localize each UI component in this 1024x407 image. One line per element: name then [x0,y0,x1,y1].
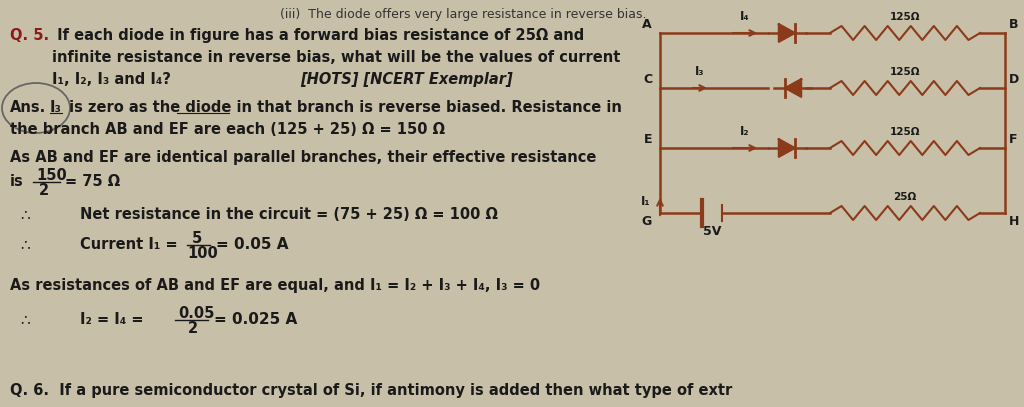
Text: 5: 5 [193,231,203,246]
Text: E: E [643,133,652,146]
Polygon shape [779,139,795,157]
Text: D: D [1009,73,1019,86]
Text: Net resistance in the circuit = (75 + 25) Ω = 100 Ω: Net resistance in the circuit = (75 + 25… [80,207,498,222]
Text: C: C [643,73,652,86]
Text: Q. 5.: Q. 5. [10,28,49,43]
Text: 5V: 5V [702,225,721,238]
Text: ∴: ∴ [20,237,30,252]
Text: Ans.: Ans. [10,100,46,115]
Text: 0.05: 0.05 [178,306,214,321]
Text: 2: 2 [39,183,49,198]
Text: H: H [1009,215,1019,228]
Text: 100: 100 [187,246,218,261]
Text: = 0.025 A: = 0.025 A [214,312,297,327]
Text: = 0.05 A: = 0.05 A [216,237,289,252]
Text: F: F [1009,133,1018,146]
Text: I₁: I₁ [640,195,650,208]
Text: G: G [642,215,652,228]
Text: 2: 2 [188,321,198,336]
Text: ∴: ∴ [20,207,30,222]
Text: 125Ω: 125Ω [890,127,921,137]
Text: I₂: I₂ [740,125,750,138]
Text: I₃: I₃ [50,100,61,115]
Text: = 75 Ω: = 75 Ω [65,174,120,189]
Text: (iii)  The diode offers very large resistance in reverse bias.: (iii) The diode offers very large resist… [280,8,646,21]
Text: 125Ω: 125Ω [890,12,921,22]
Polygon shape [785,79,801,97]
Text: I₂ = I₄ =: I₂ = I₄ = [80,312,143,327]
Text: I₃: I₃ [695,65,705,78]
Text: B: B [1009,18,1019,31]
Text: If each diode in figure has a forward bias resistance of 25Ω and: If each diode in figure has a forward bi… [52,28,585,43]
Text: 125Ω: 125Ω [890,67,921,77]
Text: is zero as the diode in that branch is reverse biased. Resistance in: is zero as the diode in that branch is r… [63,100,622,115]
Text: I₁, I₂, I₃ and I₄?: I₁, I₂, I₃ and I₄? [52,72,171,87]
Text: A: A [642,18,652,31]
Text: the branch AB and EF are each (125 + 25) Ω = 150 Ω: the branch AB and EF are each (125 + 25)… [10,122,445,137]
Text: 25Ω: 25Ω [893,192,916,202]
Text: ∴: ∴ [20,312,30,327]
Text: As resistances of AB and EF are equal, and I₁ = I₂ + I₃ + I₄, I₃ = 0: As resistances of AB and EF are equal, a… [10,278,540,293]
Text: As AB and EF are identical parallel branches, their effective resistance: As AB and EF are identical parallel bran… [10,150,596,165]
Text: Q. 6.  If a pure semiconductor crystal of Si, if antimony is added then what typ: Q. 6. If a pure semiconductor crystal of… [10,383,732,398]
Text: infinite resistance in reverse bias, what will be the values of current: infinite resistance in reverse bias, wha… [52,50,621,65]
Polygon shape [779,24,795,42]
Text: is: is [10,174,24,189]
Text: [HOTS] [NCERT Exemplar]: [HOTS] [NCERT Exemplar] [300,72,513,87]
Text: 150: 150 [36,168,67,183]
Text: I₄: I₄ [740,10,750,23]
Text: Current I₁ =: Current I₁ = [80,237,177,252]
